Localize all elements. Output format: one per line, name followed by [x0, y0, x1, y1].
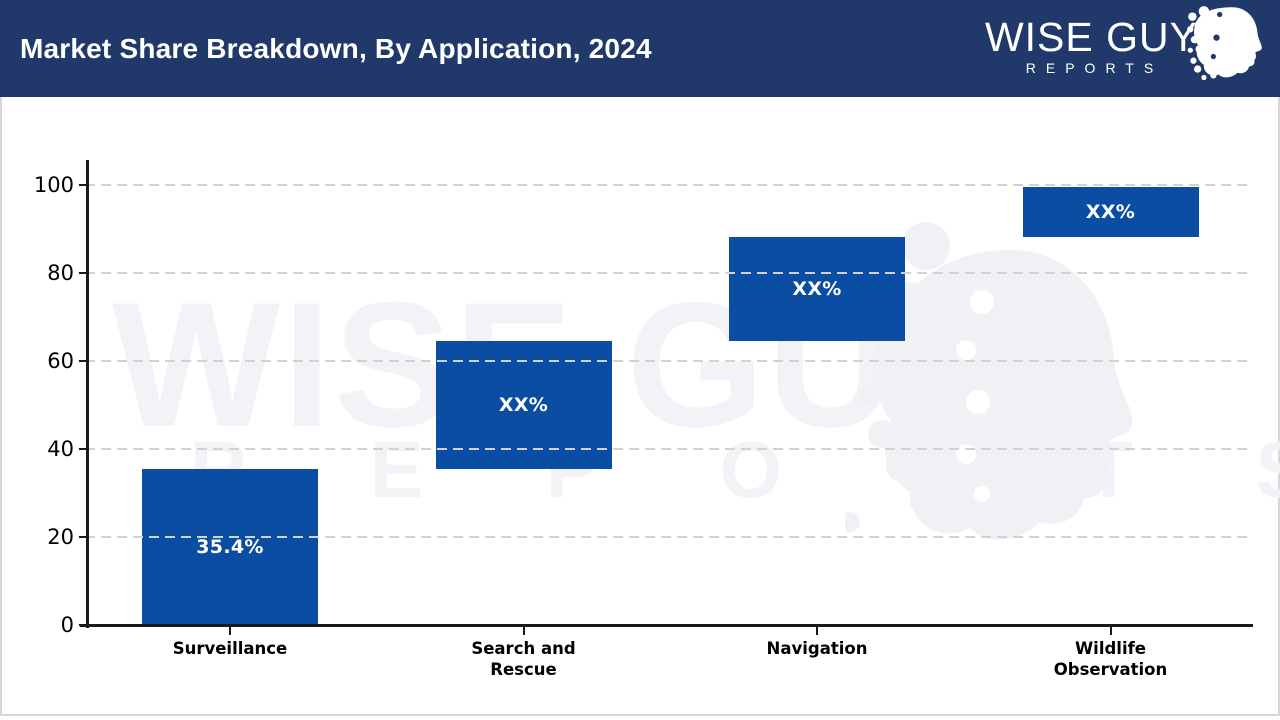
x-axis-tick: [1109, 627, 1112, 635]
page-title: Market Share Breakdown, By Application, …: [20, 32, 652, 64]
y-axis-tick: [79, 360, 87, 362]
bar-value-label: XX%: [792, 278, 842, 301]
bar: XX%: [435, 341, 612, 470]
x-axis-tick: [816, 627, 818, 635]
y-tick-label: 100: [33, 173, 74, 197]
gridline: [85, 448, 1253, 450]
header: Market Share Breakdown, By Application, …: [0, 0, 1280, 97]
brand-subtitle: REPORTS: [1025, 60, 1164, 77]
brand-head-icon: [1187, 6, 1262, 81]
y-tick-label: 40: [47, 437, 74, 461]
x-axis-tick: [229, 627, 231, 635]
bar: 35.4%: [142, 469, 318, 625]
y-tick-label: 60: [47, 349, 74, 373]
x-axis-line: [80, 624, 1253, 627]
y-tick-label: 20: [47, 525, 74, 549]
y-axis-tick: [79, 184, 87, 186]
gridline: [85, 536, 1253, 538]
y-axis-tick: [79, 448, 87, 450]
watermark-head-graphic: [845, 222, 1133, 540]
chart-canvas-border: [0, 97, 1280, 716]
y-tick-label: 0: [60, 613, 74, 637]
y-axis-line: [86, 160, 89, 628]
y-tick-label: 80: [47, 261, 74, 285]
x-tick-label: Search and Rescue: [471, 639, 576, 679]
bar: XX%: [729, 236, 905, 342]
gridline: [85, 272, 1253, 274]
bar-value-label: 35.4%: [196, 536, 264, 559]
y-axis-tick: [79, 536, 87, 538]
x-tick-label: Surveillance: [172, 639, 288, 658]
bar-value-label: XX%: [1085, 200, 1136, 223]
x-tick-label: Navigation: [766, 639, 868, 658]
brand-logo: WISE GUY REPORTS: [985, 4, 1270, 88]
x-tick-label: Wildlife Observation: [1053, 639, 1168, 679]
brand-logo-text: WISE GUY REPORTS: [984, 13, 1198, 77]
bar-value-label: XX%: [498, 394, 549, 417]
brand-name: WISE GUY: [984, 13, 1198, 60]
gridline: [85, 360, 1253, 362]
gridline: [85, 184, 1253, 186]
bar: XX%: [1022, 186, 1199, 237]
x-axis-tick: [522, 627, 525, 635]
y-axis-tick: [79, 272, 87, 274]
